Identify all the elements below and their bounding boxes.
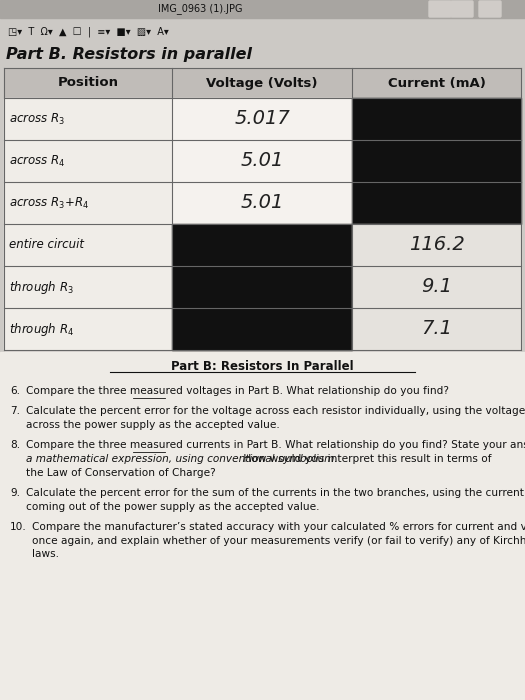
Bar xyxy=(172,140,352,182)
FancyBboxPatch shape xyxy=(429,1,451,17)
Text: 10.: 10. xyxy=(10,522,27,532)
Text: 6.: 6. xyxy=(10,386,20,396)
Text: How would you interpret this result in terms of: How would you interpret this result in t… xyxy=(240,454,491,464)
Text: Position: Position xyxy=(58,76,119,90)
Text: Compare the manufacturer’s stated accuracy with your calculated % errors for cur: Compare the manufacturer’s stated accura… xyxy=(32,522,525,532)
Bar xyxy=(4,68,521,98)
Text: Calculate the percent error for the sum of the currents in the two branches, usi: Calculate the percent error for the sum … xyxy=(26,488,524,498)
Text: across R$_3$+R$_4$: across R$_3$+R$_4$ xyxy=(9,195,89,211)
Text: coming out of the power supply as the accepted value.: coming out of the power supply as the ac… xyxy=(26,501,320,512)
Text: across R$_4$: across R$_4$ xyxy=(9,153,66,169)
Bar xyxy=(352,140,521,182)
Text: 9.: 9. xyxy=(10,488,20,498)
Bar xyxy=(352,266,521,308)
Bar xyxy=(172,224,352,266)
Text: through R$_4$: through R$_4$ xyxy=(9,321,74,337)
Text: 5.01: 5.01 xyxy=(240,151,284,171)
Bar xyxy=(172,266,352,308)
Bar xyxy=(352,224,521,266)
Text: 8.: 8. xyxy=(10,440,20,451)
Bar xyxy=(172,308,352,350)
Bar xyxy=(352,308,521,350)
Bar xyxy=(352,98,521,140)
Text: Current (mA): Current (mA) xyxy=(387,76,486,90)
Bar xyxy=(4,224,172,266)
Text: Compare the three measured currents in Part B. What relationship do you find? St: Compare the three measured currents in P… xyxy=(26,440,525,451)
Text: 7.1: 7.1 xyxy=(421,319,452,339)
Text: across the power supply as the accepted value.: across the power supply as the accepted … xyxy=(26,420,280,430)
Text: Compare the three measured voltages in Part B. What relationship do you find?: Compare the three measured voltages in P… xyxy=(26,386,449,396)
Bar xyxy=(4,68,521,350)
Text: once again, and explain whether of your measurements verify (or fail to verify) : once again, and explain whether of your … xyxy=(32,536,525,545)
Text: ◳▾  T  Ω▾  ▲  ☐  |  ≡▾  ■▾  ▨▾  A▾: ◳▾ T Ω▾ ▲ ☐ | ≡▾ ■▾ ▨▾ A▾ xyxy=(8,27,169,37)
Text: 5.017: 5.017 xyxy=(234,109,290,129)
Text: Part B: Resistors In Parallel: Part B: Resistors In Parallel xyxy=(171,360,353,372)
Text: a mathematical expression, using conventional symbolism.: a mathematical expression, using convent… xyxy=(26,454,338,464)
Bar xyxy=(0,0,525,18)
Text: IMG_0963 (1).JPG: IMG_0963 (1).JPG xyxy=(158,4,242,15)
Text: 9.1: 9.1 xyxy=(421,277,452,297)
Bar xyxy=(352,182,521,224)
Bar xyxy=(172,98,352,140)
Text: through R$_3$: through R$_3$ xyxy=(9,279,74,295)
Text: across R$_3$: across R$_3$ xyxy=(9,111,66,127)
FancyBboxPatch shape xyxy=(479,1,501,17)
Text: the Law of Conservation of Charge?: the Law of Conservation of Charge? xyxy=(26,468,216,477)
Bar xyxy=(4,308,172,350)
FancyBboxPatch shape xyxy=(451,1,473,17)
Text: 116.2: 116.2 xyxy=(408,235,465,255)
Bar xyxy=(0,352,525,700)
Text: 7.: 7. xyxy=(10,407,20,416)
Text: 5.01: 5.01 xyxy=(240,193,284,213)
Text: laws.: laws. xyxy=(32,549,59,559)
Text: entire circuit: entire circuit xyxy=(9,239,84,251)
Bar xyxy=(4,98,172,140)
Text: Voltage (Volts): Voltage (Volts) xyxy=(206,76,318,90)
Bar xyxy=(4,266,172,308)
Bar xyxy=(4,140,172,182)
Text: Calculate the percent error for the voltage across each resistor individually, u: Calculate the percent error for the volt… xyxy=(26,407,525,416)
Text: Part B. Resistors in parallel: Part B. Resistors in parallel xyxy=(6,46,252,62)
Bar xyxy=(172,182,352,224)
Bar xyxy=(4,182,172,224)
